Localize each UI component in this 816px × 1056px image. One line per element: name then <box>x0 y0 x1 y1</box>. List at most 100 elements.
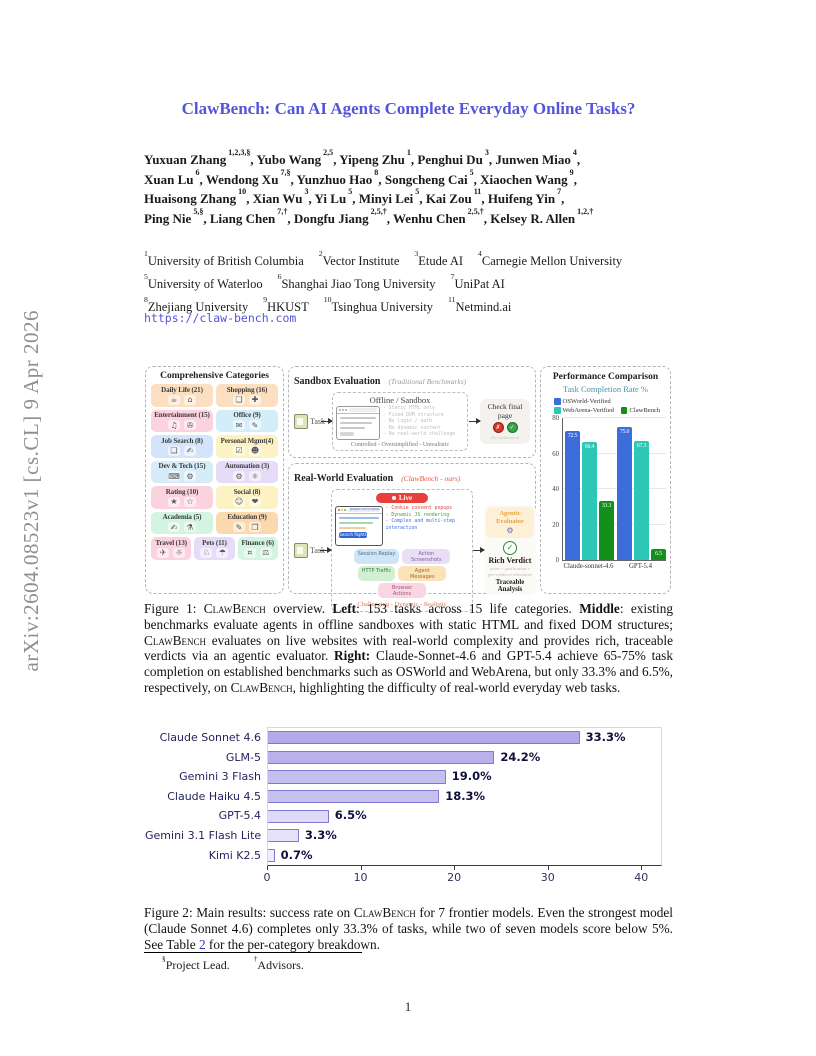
category-label: Entertainment (15) <box>154 411 210 420</box>
author-affil-sup: 4 <box>570 148 577 158</box>
model-label-gemini-3-flash: Gemini 3 Flash <box>179 770 261 784</box>
flow-arrow-icon <box>320 418 333 424</box>
bar-gemini-3-1-flash-lite <box>268 829 299 843</box>
sandbox-bullet: - No login / auth <box>383 419 433 425</box>
realworld-flow: Task Live <box>294 489 536 612</box>
check-title: Check final page <box>487 402 523 420</box>
author: Xiaochen Wang 9 <box>480 168 574 186</box>
category-icon: ⚖ <box>259 547 272 558</box>
author: Huifeng Yin 7 <box>488 188 561 206</box>
sandbox-footer: Controlled - Oversimplified - Unrealisti… <box>350 442 450 448</box>
check-final-page-card: Check final page ✗ ✓ No explanation <box>480 399 530 444</box>
pass-check-icon: ✓ <box>506 422 518 433</box>
footnote: §Project Lead. †Advisors. <box>144 952 673 973</box>
evidence-pill-http-traffic: HTTP Traffic <box>357 566 396 581</box>
affiliation-sup: 4 <box>478 249 482 259</box>
affiliation-name: Etude AI <box>418 254 464 268</box>
x-tick-icon <box>641 866 643 871</box>
category-icon: ♫ <box>168 420 180 431</box>
project-url-link[interactable]: https://claw-bench.com <box>144 311 297 325</box>
author-name: Xuan Lu <box>144 171 194 187</box>
affiliation-name: University of Waterloo <box>147 277 263 291</box>
model-label-claude-sonnet-4-6: Claude Sonnet 4.6 <box>159 731 261 744</box>
perf-legend: OSWorld-Verified WebArena-Verified ClawBen… <box>554 398 666 414</box>
category-icon: ✍ <box>184 445 196 456</box>
author-name: Yipeng Zhu <box>339 152 405 167</box>
verdict-check-icon: ✓ <box>503 541 517 556</box>
category-icon: ❏ <box>168 445 180 456</box>
browser-url-bar: google.com/flights <box>348 508 380 512</box>
task-label: Task <box>310 417 325 426</box>
author: Songcheng Cai 5 <box>385 168 474 186</box>
search-flights-button[interactable]: Search flights <box>339 531 367 538</box>
category-icon: ✎ <box>249 420 261 431</box>
realworld-bullet-list: - Cookie consent popups - Dynamic JS rend… <box>386 506 469 532</box>
footnote-items: §Project Lead. †Advisors. <box>144 954 673 973</box>
page-line <box>340 426 366 429</box>
author: Xian Wu 3 <box>252 188 309 206</box>
author-name: Xian Wu <box>252 191 303 206</box>
category-icons: ★ ☆ <box>168 496 196 507</box>
perf-chart: 0 20 40 60 80 72.5 66.4 33.3 75.0 67.3 6.5 <box>547 415 666 564</box>
affiliation: 9HKUST <box>263 296 309 314</box>
evidence-pill-action-screenshots: Action Screenshots <box>402 549 451 564</box>
author: Wenhu Chen 2,5,† <box>393 207 484 225</box>
category-icon: ☆ <box>184 496 196 507</box>
flow-arrow-icon <box>320 547 332 553</box>
category-tile-job-search-8: Job Search (8) ❏ ✍ <box>151 435 213 458</box>
live-dot-icon <box>391 496 396 500</box>
x-tick-label: 0 <box>263 871 271 885</box>
static-browser-mockup <box>336 406 380 440</box>
affiliation-sup: 1 <box>144 249 148 259</box>
bar-gpt-5-4 <box>268 809 329 823</box>
sandbox-bullet: - Static HTML only <box>383 406 435 411</box>
category-icon: ⚛ <box>249 471 261 482</box>
category-icons: ♘ ☂ <box>200 547 229 558</box>
y-tick-label: 0 <box>555 557 559 564</box>
x-tick-icon <box>360 866 362 871</box>
category-icon: ✍ <box>168 522 180 533</box>
sandbox-bullet: - No dynamic content <box>383 425 441 431</box>
legend-label: WebArena-Verified <box>562 407 614 414</box>
offline-sandbox-box: Offline / Sandbox <box>332 392 468 451</box>
category-icon: ♘ <box>200 547 213 558</box>
category-label: Automation (3) <box>224 462 270 471</box>
category-icons: ✎ ❐ <box>233 522 261 533</box>
author-affil-sup: 2,5,† <box>368 206 387 216</box>
figure-2-caption: Figure 2: Main results: success rate on … <box>144 905 673 952</box>
performance-panel: Performance Comparison Task Completion R… <box>540 366 671 594</box>
category-tile-personal-mgmt-4: Personal Mgmt(4) ☑ ☻ <box>216 435 278 458</box>
author-name: Minyi Lei <box>358 191 414 206</box>
affiliation: 5University of Waterloo <box>144 273 263 291</box>
footnote-item: †Advisors. <box>254 954 304 972</box>
category-icon: ⚗ <box>184 522 196 533</box>
realworld-evaluation-panel: Real-World Evaluation (ClawBench - ours)… <box>288 463 536 612</box>
category-icon: ☺ <box>233 496 245 507</box>
affiliation-sup: 8 <box>144 295 148 305</box>
affiliation-name: Shanghai Jiao Tong University <box>281 277 436 291</box>
affiliation-sup: 2 <box>318 249 323 259</box>
live-browser-mockup: google.com/flights Search flights <box>335 506 383 546</box>
footnote-item: §Project Lead. <box>162 954 230 972</box>
browser-dot-icon <box>344 509 346 511</box>
table-ref-link[interactable]: 2 <box>198 936 206 952</box>
bar-value-label: 6.5% <box>334 808 367 823</box>
author-affil-sup: 5 <box>413 187 420 197</box>
author-name: Wendong Xu <box>205 171 279 187</box>
sandbox-evaluation-panel: Sandbox Evaluation (Traditional Benchmar… <box>288 366 536 458</box>
bar-value-label: 3.3% <box>304 828 337 842</box>
author-affil-sup: 3 <box>302 187 309 197</box>
x-axis-label: Claude-sonnet-4.6 <box>563 563 614 570</box>
perf-plot: 72.5 66.4 33.3 75.0 67.3 6.5 <box>562 417 666 561</box>
bar-gpt-5-4-webarena-verified: 67.3 <box>634 440 649 560</box>
category-tile-dev-tech-15: Dev & Tech (15) ⌨ ⚙ <box>151 460 213 483</box>
category-tile-education-9: Education (9) ✎ ❐ <box>216 511 278 534</box>
author-name: Yuxuan Zhang <box>144 152 227 167</box>
task-icon <box>294 414 308 429</box>
category-icons: ❏ ✍ <box>168 445 196 456</box>
category-icon: ❐ <box>249 522 261 533</box>
page-line <box>340 416 376 419</box>
author: Wendong Xu 7,§ <box>205 168 291 187</box>
sandbox-bullet: - Fixed DOM structure <box>383 412 444 418</box>
author: Yi Lu 5 <box>315 188 353 206</box>
